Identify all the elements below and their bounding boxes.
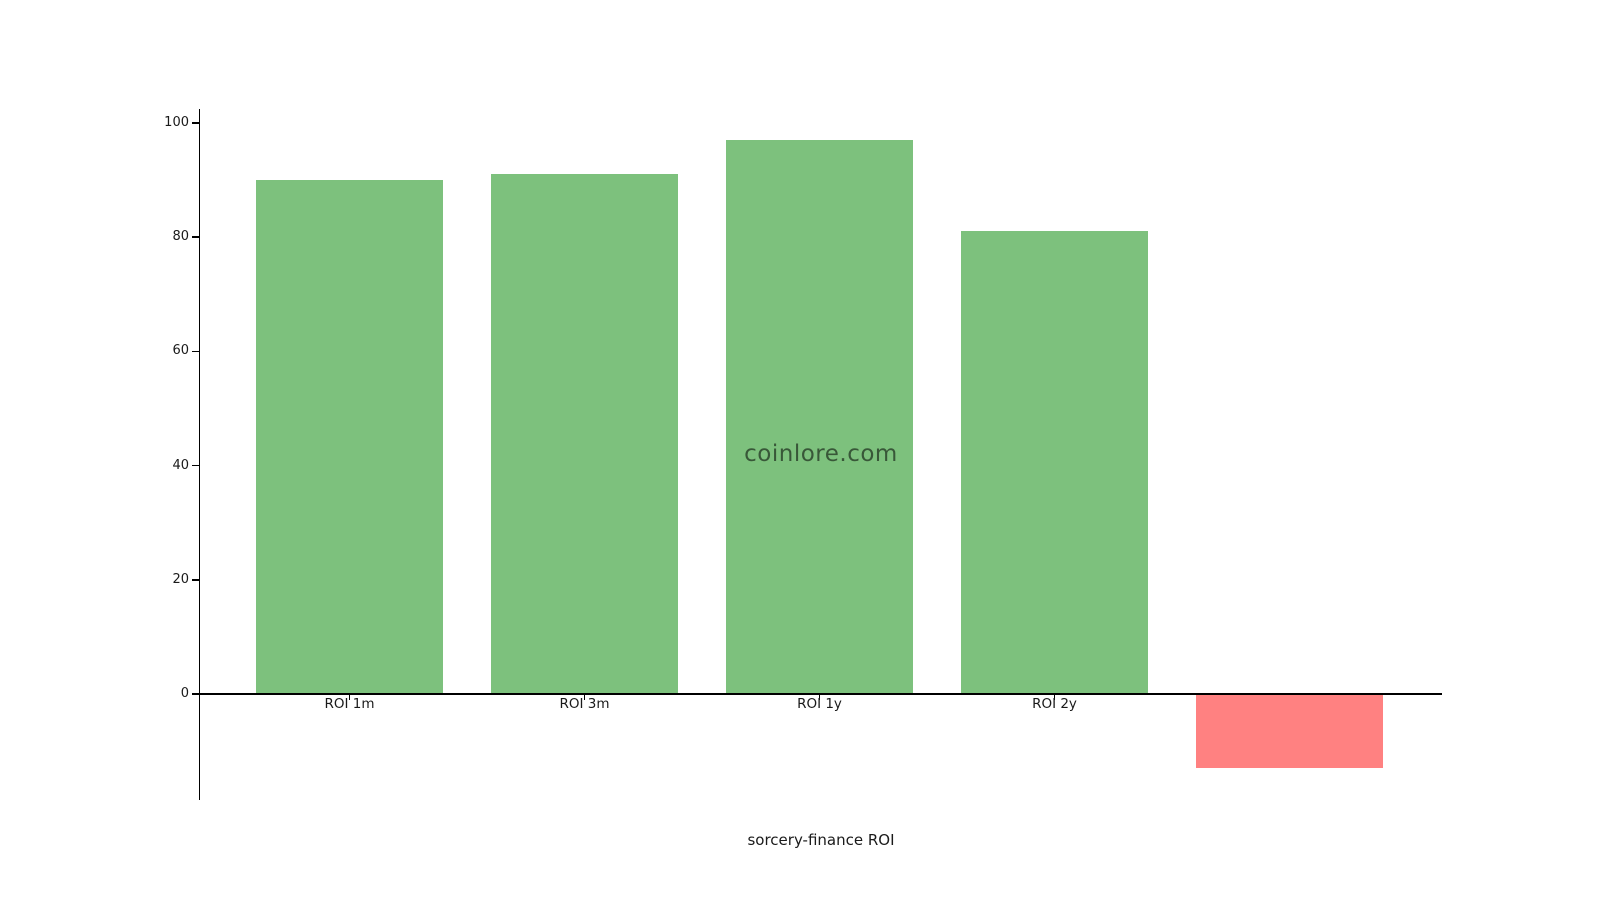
x-tick-label-roi-2y: ROI 2y <box>1032 696 1077 712</box>
y-tick-label: 20 <box>172 571 189 587</box>
bar-roi-1m <box>256 180 443 694</box>
x-tick <box>583 694 586 700</box>
x-axis-line <box>200 693 1442 695</box>
y-tick <box>191 122 199 124</box>
y-tick <box>191 579 199 581</box>
watermark-text: coinlore.com <box>744 441 898 468</box>
x-tick <box>348 694 351 700</box>
y-tick-label: 80 <box>172 229 189 245</box>
bar-roi-2y <box>961 231 1148 694</box>
y-tick <box>191 464 199 467</box>
bar-roi-1y <box>726 140 913 694</box>
y-tick-label: 100 <box>164 115 189 130</box>
y-tick-label: 0 <box>180 686 189 701</box>
y-tick-label: 40 <box>172 457 189 473</box>
y-axis-line <box>198 108 200 800</box>
x-tick-label-roi-1y: ROI 1y <box>797 696 842 712</box>
x-tick-label-roi-3m: ROI 3m <box>559 696 610 712</box>
y-tick <box>191 693 199 695</box>
bar-unlabeled <box>1196 694 1383 769</box>
x-tick <box>818 694 821 700</box>
x-tick-label-roi-1m: ROI 1m <box>324 696 375 712</box>
bar-roi-3m <box>491 174 678 694</box>
y-tick <box>191 236 199 238</box>
x-tick <box>1053 694 1056 700</box>
y-tick-label: 60 <box>172 343 189 359</box>
y-tick <box>191 350 199 353</box>
chart-title: sorcery-finance ROI <box>747 831 895 849</box>
